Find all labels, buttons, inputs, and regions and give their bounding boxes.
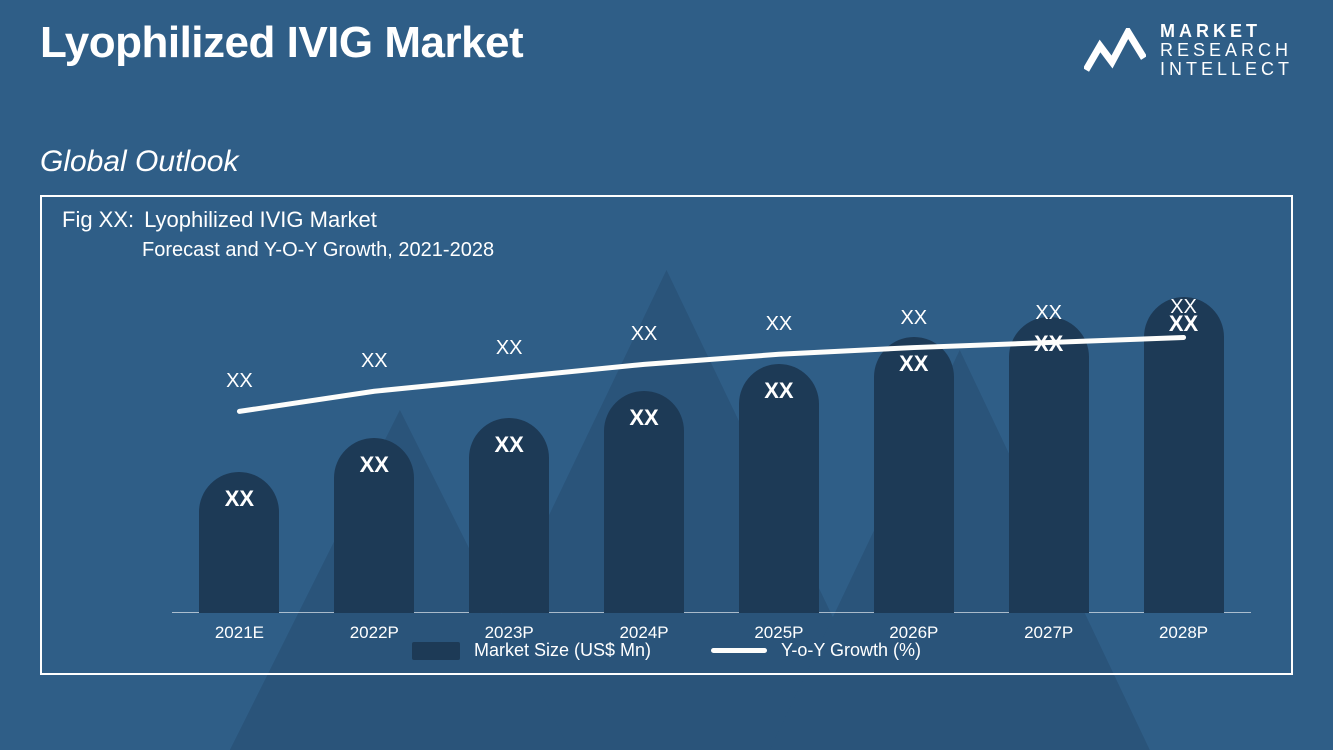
legend-label: Market Size (US$ Mn) [474, 640, 651, 661]
legend-label: Y-o-Y Growth (%) [781, 640, 921, 661]
line-point-label: XX [1035, 302, 1062, 325]
bar-value-label: XX [629, 405, 658, 431]
line-point-label: XX [766, 313, 793, 336]
bar [1009, 317, 1089, 613]
section-subtitle: Global Outlook [40, 145, 238, 179]
chart-legend: Market Size (US$ Mn) Y-o-Y Growth (%) [42, 640, 1291, 661]
logo-line1: MARKET [1160, 22, 1293, 41]
line-point-label: XX [226, 370, 253, 393]
line-point-label: XX [361, 350, 388, 373]
bar [1144, 297, 1224, 613]
logo-line3: INTELLECT [1160, 60, 1293, 79]
legend-swatch-bar-icon [412, 642, 460, 660]
bar-value-label: XX [899, 351, 928, 377]
line-point-label: XX [631, 323, 658, 346]
figure-subtitle: Forecast and Y-O-Y Growth, 2021-2028 [142, 239, 494, 262]
bar-value-label: XX [495, 432, 524, 458]
bar-value-label: XX [1034, 331, 1063, 357]
bar-slot: XXXX2023P [469, 277, 549, 613]
chart-container: Fig XX: Lyophilized IVIG Market Forecast… [40, 195, 1293, 675]
logo-text: MARKET RESEARCH INTELLECT [1160, 22, 1293, 79]
figure-prefix: Fig XX: [62, 207, 134, 233]
bar [874, 337, 954, 613]
page-root: Lyophilized IVIG Market MARKET RESEARCH … [0, 0, 1333, 750]
figure-label: Fig XX: Lyophilized IVIG Market [62, 207, 377, 233]
bar-slot: XXXX2024P [604, 277, 684, 613]
page-title: Lyophilized IVIG Market [40, 18, 523, 68]
legend-swatch-line-icon [711, 648, 767, 653]
line-point-label: XX [1170, 296, 1197, 319]
bar-slot: XXXX2021E [199, 277, 279, 613]
line-point-label: XX [496, 337, 523, 360]
bar-slot: XXXX2028P [1144, 277, 1224, 613]
figure-title: Lyophilized IVIG Market [144, 207, 377, 233]
logo-line2: RESEARCH [1160, 41, 1293, 60]
bar-value-label: XX [764, 378, 793, 404]
bar-slot: XXXX2022P [334, 277, 414, 613]
bar-slot: XXXX2025P [739, 277, 819, 613]
legend-item: Market Size (US$ Mn) [412, 640, 651, 661]
bar-value-label: XX [225, 486, 254, 512]
bar-value-label: XX [360, 452, 389, 478]
logo-mark-icon [1084, 28, 1146, 72]
line-point-label: XX [900, 307, 927, 330]
bar-slot: XXXX2027P [1009, 277, 1089, 613]
bar-slot: XXXX2026P [874, 277, 954, 613]
plot-area: XXXX2021EXXXX2022PXXXX2023PXXXX2024PXXXX… [172, 277, 1251, 613]
bars-layer: XXXX2021EXXXX2022PXXXX2023PXXXX2024PXXXX… [172, 277, 1251, 613]
legend-item: Y-o-Y Growth (%) [711, 640, 921, 661]
brand-logo: MARKET RESEARCH INTELLECT [1084, 22, 1293, 79]
